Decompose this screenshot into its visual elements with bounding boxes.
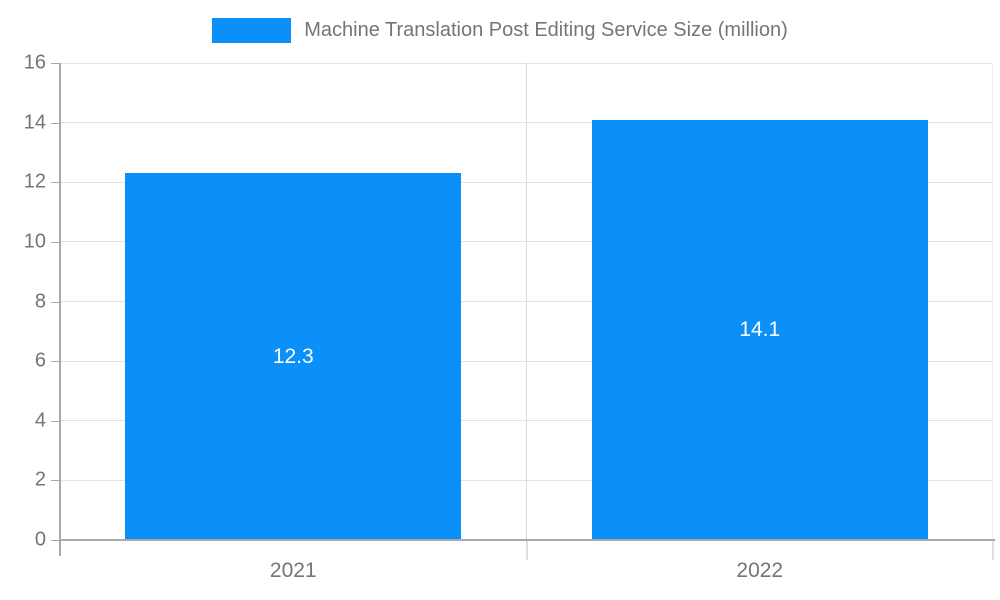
x-tick-mark [525,541,528,560]
y-tick-label: 8 [34,290,46,312]
y-tick-mark [51,480,60,482]
y-tick-label: 12 [23,170,46,193]
y-tick-label: 4 [34,409,46,432]
y-tick-mark [51,420,60,422]
y-tick-label: 2 [34,468,46,491]
gridline-x-boundary [992,63,993,540]
x-axis-line [60,539,995,541]
y-tick-mark [51,241,60,243]
y-tick-label: 16 [23,51,46,74]
y-tick-label: 0 [34,528,46,551]
gridline-y-10 [60,241,993,243]
plot-area: 12.3 14.1 [60,62,993,540]
legend-swatch-icon [212,18,292,43]
bar-value-label: 14.1 [739,317,781,341]
bar-2021: 12.3 [125,173,462,540]
gridline-y-2 [60,479,993,481]
y-axis-line [59,63,61,556]
x-tick-label-2022: 2022 [736,559,784,582]
legend[interactable]: Machine Translation Post Editing Service… [0,18,1000,43]
gridline-y-12 [60,181,993,183]
gridline-y-8 [60,301,993,302]
x-tick-label-2021: 2021 [269,559,317,582]
y-tick-mark [51,361,60,363]
gridline-x-boundary [525,63,527,540]
gridline-y-14 [60,122,993,124]
legend-label: Machine Translation Post Editing Service… [304,19,788,41]
y-tick-mark [51,301,60,303]
y-tick-mark [51,182,60,184]
gridline-y-6 [60,360,993,362]
bar-2022: 14.1 [591,119,928,540]
bar-value-label: 12.3 [272,344,314,368]
x-tick-mark [992,541,994,560]
y-tick-label: 10 [23,230,46,253]
y-tick-label: 14 [23,111,46,134]
y-tick-mark [51,63,60,64]
y-tick-label: 6 [34,349,46,372]
y-tick-mark [51,540,60,541]
y-tick-mark [51,122,60,124]
gridline-y-4 [60,420,993,422]
gridline-y-16 [60,62,993,64]
